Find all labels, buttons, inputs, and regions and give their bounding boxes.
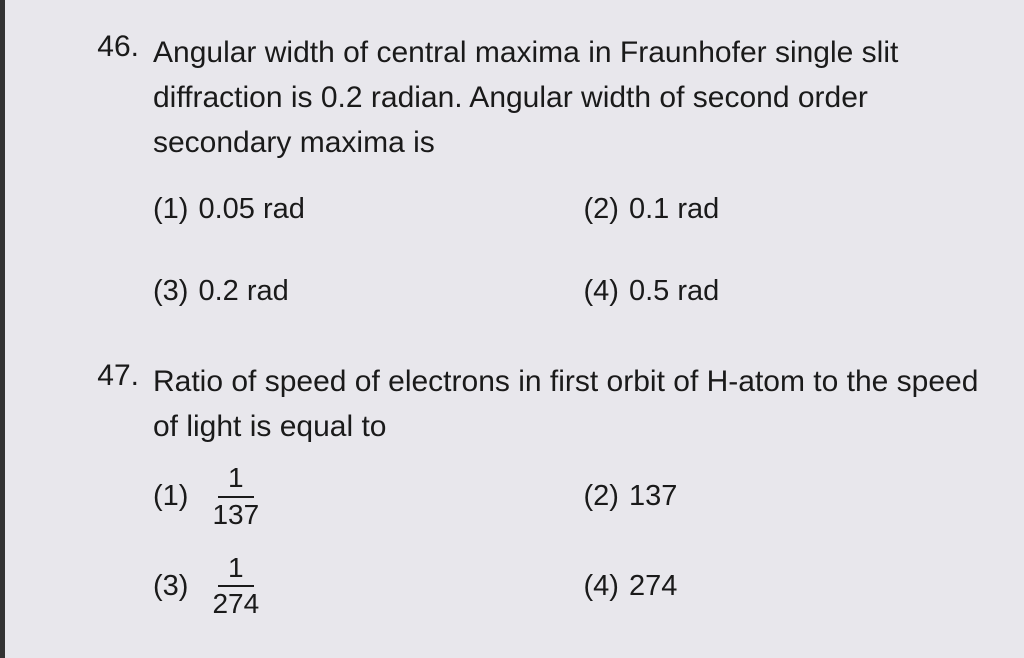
page: 46. Angular width of central maxima in F… — [0, 0, 1024, 658]
option-47-1-fraction: 1 137 — [202, 463, 269, 531]
question-46: 46. Angular width of central maxima in F… — [75, 30, 984, 321]
option-47-3[interactable]: (3) 1 274 — [153, 553, 554, 621]
option-47-4-label: (4) — [584, 570, 619, 603]
option-47-4-text: 274 — [629, 570, 677, 603]
option-46-3[interactable]: (3) 0.2 rad — [153, 261, 554, 321]
option-47-3-fraction: 1 274 — [202, 553, 269, 621]
option-46-4[interactable]: (4) 0.5 rad — [584, 261, 985, 321]
question-47-number: 47. — [75, 359, 153, 393]
option-46-4-text: 0.5 rad — [629, 275, 719, 308]
question-46-row: 46. Angular width of central maxima in F… — [75, 30, 984, 165]
option-47-3-numerator: 1 — [218, 553, 254, 588]
option-47-1-label: (1) — [153, 480, 188, 513]
option-46-2-text: 0.1 rad — [629, 193, 719, 226]
option-47-2[interactable]: (2) 137 — [584, 463, 985, 531]
question-46-number: 46. — [75, 30, 153, 64]
option-47-1[interactable]: (1) 1 137 — [153, 463, 554, 531]
question-47-row: 47. Ratio of speed of electrons in first… — [75, 359, 984, 449]
option-46-2[interactable]: (2) 0.1 rad — [584, 179, 985, 239]
option-47-1-numerator: 1 — [218, 463, 254, 498]
option-46-3-text: 0.2 rad — [198, 275, 288, 308]
option-47-2-label: (2) — [584, 480, 619, 513]
option-46-4-label: (4) — [584, 275, 619, 308]
option-46-2-label: (2) — [584, 193, 619, 226]
option-47-3-label: (3) — [153, 570, 188, 603]
option-47-1-denominator: 137 — [202, 498, 269, 531]
option-46-3-label: (3) — [153, 275, 188, 308]
option-46-1-label: (1) — [153, 193, 188, 226]
question-47: 47. Ratio of speed of electrons in first… — [75, 359, 984, 620]
question-47-options: (1) 1 137 (2) 137 (3) 1 274 (4) 274 — [153, 463, 984, 620]
option-46-1-text: 0.05 rad — [198, 193, 304, 226]
option-47-4[interactable]: (4) 274 — [584, 553, 985, 621]
option-46-1[interactable]: (1) 0.05 rad — [153, 179, 554, 239]
question-46-options: (1) 0.05 rad (2) 0.1 rad (3) 0.2 rad (4)… — [153, 179, 984, 321]
option-47-2-text: 137 — [629, 480, 677, 513]
question-46-text: Angular width of central maxima in Fraun… — [153, 30, 984, 165]
option-47-3-denominator: 274 — [202, 587, 269, 620]
question-47-text: Ratio of speed of electrons in first orb… — [153, 359, 984, 449]
